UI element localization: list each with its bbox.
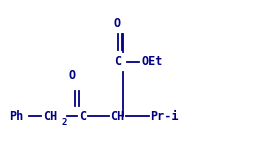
Text: Ph: Ph xyxy=(9,110,24,123)
Text: O: O xyxy=(114,17,121,30)
Text: CH: CH xyxy=(43,110,57,123)
Text: Pr-i: Pr-i xyxy=(150,110,179,123)
Text: O: O xyxy=(68,69,76,82)
Text: OEt: OEt xyxy=(141,55,162,68)
Text: CH: CH xyxy=(111,110,125,123)
Text: C: C xyxy=(79,110,86,123)
Text: C: C xyxy=(114,55,121,68)
Text: 2: 2 xyxy=(61,118,67,127)
